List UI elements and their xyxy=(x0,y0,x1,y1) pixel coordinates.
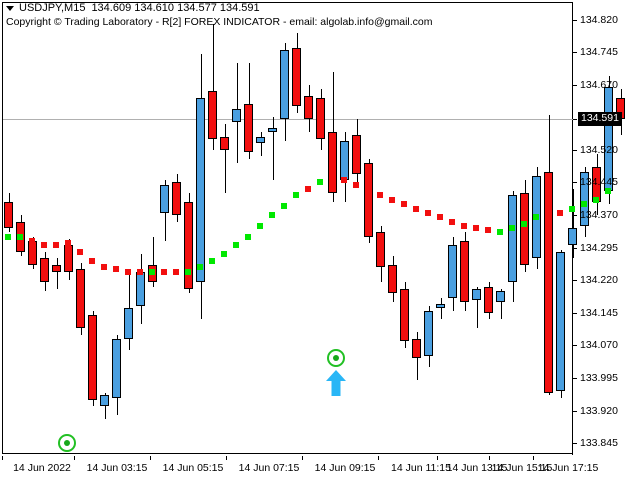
price-tick-label: 133.920 xyxy=(580,404,618,417)
time-tick-label: 14 Jun 17:15 xyxy=(537,462,599,474)
symbol-row[interactable]: USDJPY,M15 134.609 134.610 134.577 134.5… xyxy=(6,1,433,15)
current-price-line xyxy=(3,119,573,120)
time-tick xyxy=(437,456,438,460)
price-tick-label: 134.670 xyxy=(580,78,618,91)
price-tick xyxy=(573,411,577,412)
price-tick-label: 134.745 xyxy=(580,46,618,59)
price-tick xyxy=(573,85,577,86)
price-tick xyxy=(573,345,577,346)
current-price-tag: 134.591 xyxy=(578,112,622,126)
price-tick xyxy=(573,150,577,151)
copyright-label: Copyright © Trading Laboratory - R[2] FO… xyxy=(6,15,433,28)
time-tick-label: 14 Jun 05:15 xyxy=(162,462,224,474)
price-tick xyxy=(573,313,577,314)
time-tick xyxy=(378,456,379,460)
price-tick xyxy=(573,443,577,444)
price-tick xyxy=(573,52,577,53)
price-tick-label: 133.845 xyxy=(580,437,618,450)
price-tick xyxy=(573,182,577,183)
price-tick xyxy=(573,119,577,120)
time-tick-label: 14 Jun 2022 xyxy=(13,462,71,474)
time-tick xyxy=(489,456,490,460)
price-tick-label: 133.995 xyxy=(580,371,618,384)
price-tick-label: 134.070 xyxy=(580,339,618,352)
price-tick xyxy=(573,378,577,379)
triangle-down-icon[interactable] xyxy=(6,5,14,11)
price-tick-label: 134.295 xyxy=(580,241,618,254)
price-tick xyxy=(573,20,577,21)
price-tick xyxy=(573,280,577,281)
copyright-row: Copyright © Trading Laboratory - R[2] FO… xyxy=(6,15,433,29)
time-tick-label: 14 Jun 03:15 xyxy=(86,462,148,474)
time-tick-label: 14 Jun 11:15 xyxy=(391,462,451,474)
time-tick xyxy=(226,456,227,460)
price-tick-label: 134.445 xyxy=(580,176,618,189)
time-tick xyxy=(2,456,3,460)
time-tick-label: 14 Jun 09:15 xyxy=(314,462,376,474)
time-tick xyxy=(302,456,303,460)
price-tick-label: 134.520 xyxy=(580,143,618,156)
chart-header: USDJPY,M15 134.609 134.610 134.577 134.5… xyxy=(6,1,433,29)
time-scale[interactable]: 14 Jun 2022 14 Jun 03:15 14 Jun 05:15 14 Ju… xyxy=(0,456,640,480)
time-tick xyxy=(74,456,75,460)
price-tick-label: 134.370 xyxy=(580,209,618,222)
price-scale[interactable]: 134.820 134.745 134.670 134.591 134.520 134.4… xyxy=(573,0,640,480)
price-tick-label: 134.145 xyxy=(580,306,618,319)
plot-frame xyxy=(2,2,572,454)
time-tick xyxy=(533,456,534,460)
symbol-label: USDJPY,M15 xyxy=(19,1,86,14)
ohlc-values: 134.609 134.610 134.577 134.591 xyxy=(91,1,260,14)
time-tick-label: 14 Jun 07:15 xyxy=(238,462,300,474)
price-tick-label: 134.820 xyxy=(580,13,618,26)
time-tick xyxy=(150,456,151,460)
price-tick xyxy=(573,215,577,216)
time-tick-label: 14 Jun 15:15 xyxy=(491,462,553,474)
price-tick-label: 134.220 xyxy=(580,274,618,287)
time-tick-label: 14 Jun 13:15 xyxy=(446,462,508,474)
price-tick xyxy=(573,248,577,249)
